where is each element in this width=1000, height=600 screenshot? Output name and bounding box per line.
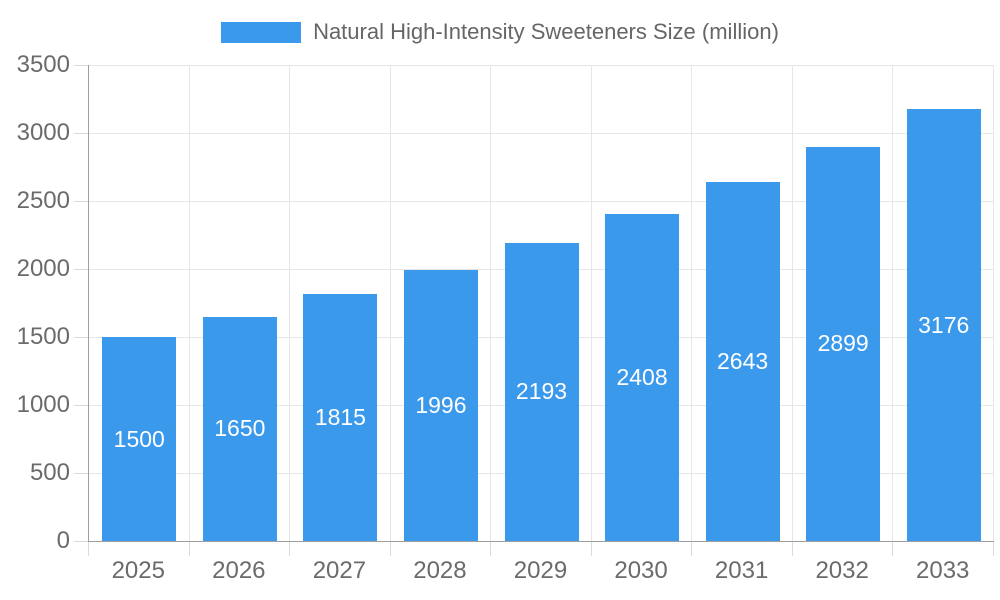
x-axis-tick: [792, 542, 793, 556]
legend-label: Natural High-Intensity Sweeteners Size (…: [313, 19, 779, 44]
bar-2033: 3176: [906, 109, 981, 541]
x-axis-tick: [691, 542, 692, 556]
bar-2030: 2408: [605, 213, 680, 541]
y-tick-label: 1000: [16, 391, 70, 418]
x-tick-label: 2033: [916, 557, 970, 584]
bar-value-label: 2408: [616, 363, 668, 390]
bar-2031: 2643: [705, 181, 780, 541]
bar-value-label: 3176: [918, 311, 970, 338]
chart-legend[interactable]: Natural High-Intensity Sweeteners Size (…: [0, 18, 1000, 46]
x-axis-tick: [88, 542, 89, 556]
y-axis-tick: [74, 541, 88, 542]
gridline-horizontal: [89, 201, 994, 202]
y-axis-tick: [74, 337, 88, 338]
bar-value-label: 2899: [817, 330, 869, 357]
x-tick-label: 2031: [714, 557, 769, 584]
bar-2027: 1815: [303, 294, 378, 541]
bar-value-label: 1650: [214, 415, 266, 442]
bar-2029: 2193: [504, 242, 579, 541]
y-tick-label: 2500: [16, 187, 70, 214]
gridline-vertical: [993, 65, 994, 541]
gridline-vertical: [691, 65, 692, 541]
gridline-vertical: [289, 65, 290, 541]
y-axis-tick: [74, 473, 88, 474]
x-axis-tick: [993, 542, 994, 556]
y-axis-tick: [74, 65, 88, 66]
y-tick-label: 3000: [16, 119, 70, 146]
gridline-horizontal: [89, 133, 994, 134]
bar-value-label: 2643: [717, 347, 769, 374]
x-tick-label: 2030: [614, 557, 668, 584]
x-axis-tick: [892, 542, 893, 556]
x-axis-tick: [591, 542, 592, 556]
x-tick-label: 2025: [111, 557, 165, 584]
bar-value-label: 1996: [415, 391, 467, 418]
plot-area: 1500 1650 1815 1996 2193 2408 2643 2899 3176: [88, 65, 994, 542]
y-tick-label: 1500: [16, 323, 70, 350]
gridline-vertical: [490, 65, 491, 541]
bar-value-label: 1815: [314, 404, 366, 431]
gridline-vertical: [189, 65, 190, 541]
x-axis-tick: [490, 542, 491, 556]
y-tick-label: 500: [29, 459, 70, 486]
y-axis-tick: [74, 405, 88, 406]
bar-value-label: 2193: [515, 378, 568, 405]
x-tick-label: 2027: [312, 557, 367, 584]
x-tick-label: 2032: [815, 557, 869, 584]
x-axis-tick: [390, 542, 391, 556]
y-axis-tick: [74, 201, 88, 202]
x-tick-label: 2028: [413, 557, 467, 584]
bar-2026: 1650: [202, 316, 277, 541]
gridline-vertical: [591, 65, 592, 541]
gridline-vertical: [792, 65, 793, 541]
y-tick-label: 3500: [16, 51, 70, 78]
y-axis-tick: [74, 133, 88, 134]
bar-2025: 1500: [102, 337, 177, 541]
gridline-vertical: [892, 65, 893, 541]
y-axis-tick: [74, 269, 88, 270]
gridline-vertical: [390, 65, 391, 541]
bar-2028: 1996: [403, 269, 478, 541]
bar-value-label: 1500: [113, 425, 165, 452]
legend-swatch: [221, 21, 302, 43]
bar-2032: 2899: [806, 146, 881, 541]
y-tick-label: 2000: [16, 255, 70, 282]
x-tick-label: 2026: [212, 557, 266, 584]
gridline-horizontal: [89, 65, 994, 66]
x-tick-label: 2029: [513, 557, 568, 584]
x-axis-tick: [289, 542, 290, 556]
y-tick-label: 0: [56, 527, 70, 554]
x-axis-tick: [189, 542, 190, 556]
